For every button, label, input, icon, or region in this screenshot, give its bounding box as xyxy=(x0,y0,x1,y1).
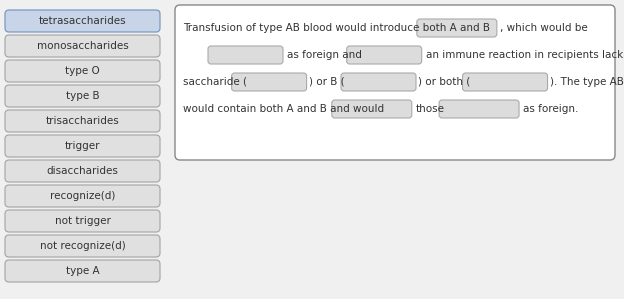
FancyBboxPatch shape xyxy=(5,10,160,32)
Text: type B: type B xyxy=(66,91,99,101)
FancyBboxPatch shape xyxy=(5,35,160,57)
Text: not recognize(d): not recognize(d) xyxy=(40,241,125,251)
Text: an immune reaction in recipients lacking either the A: an immune reaction in recipients lacking… xyxy=(426,50,624,60)
Text: disaccharides: disaccharides xyxy=(47,166,119,176)
Text: would contain both A and B and would: would contain both A and B and would xyxy=(183,104,384,114)
FancyBboxPatch shape xyxy=(5,160,160,182)
Text: type A: type A xyxy=(66,266,99,276)
FancyBboxPatch shape xyxy=(5,185,160,207)
Text: trigger: trigger xyxy=(65,141,100,151)
FancyBboxPatch shape xyxy=(417,19,497,37)
Text: ). The type AB blood: ). The type AB blood xyxy=(550,77,624,87)
Text: recognize(d): recognize(d) xyxy=(50,191,115,201)
Text: tetrasaccharides: tetrasaccharides xyxy=(39,16,126,26)
Text: not trigger: not trigger xyxy=(54,216,110,226)
FancyBboxPatch shape xyxy=(439,100,519,118)
Text: ) or both (: ) or both ( xyxy=(418,77,470,87)
FancyBboxPatch shape xyxy=(332,100,412,118)
Text: Transfusion of type AB blood would introduce both A and B: Transfusion of type AB blood would intro… xyxy=(183,23,490,33)
Text: as foreign.: as foreign. xyxy=(523,104,578,114)
Text: as foreign and: as foreign and xyxy=(287,50,362,60)
Text: saccharide (: saccharide ( xyxy=(183,77,247,87)
FancyBboxPatch shape xyxy=(5,85,160,107)
Text: those: those xyxy=(416,104,445,114)
Text: , which would be: , which would be xyxy=(500,23,588,33)
FancyBboxPatch shape xyxy=(232,73,306,91)
Text: trisaccharides: trisaccharides xyxy=(46,116,119,126)
FancyBboxPatch shape xyxy=(462,73,547,91)
FancyBboxPatch shape xyxy=(5,260,160,282)
FancyBboxPatch shape xyxy=(347,46,422,64)
FancyBboxPatch shape xyxy=(5,110,160,132)
Text: ) or B (: ) or B ( xyxy=(309,77,344,87)
FancyBboxPatch shape xyxy=(5,60,160,82)
FancyBboxPatch shape xyxy=(175,5,615,160)
Text: monosaccharides: monosaccharides xyxy=(37,41,129,51)
FancyBboxPatch shape xyxy=(5,135,160,157)
FancyBboxPatch shape xyxy=(5,210,160,232)
FancyBboxPatch shape xyxy=(208,46,283,64)
FancyBboxPatch shape xyxy=(341,73,416,91)
FancyBboxPatch shape xyxy=(5,235,160,257)
Text: type O: type O xyxy=(65,66,100,76)
